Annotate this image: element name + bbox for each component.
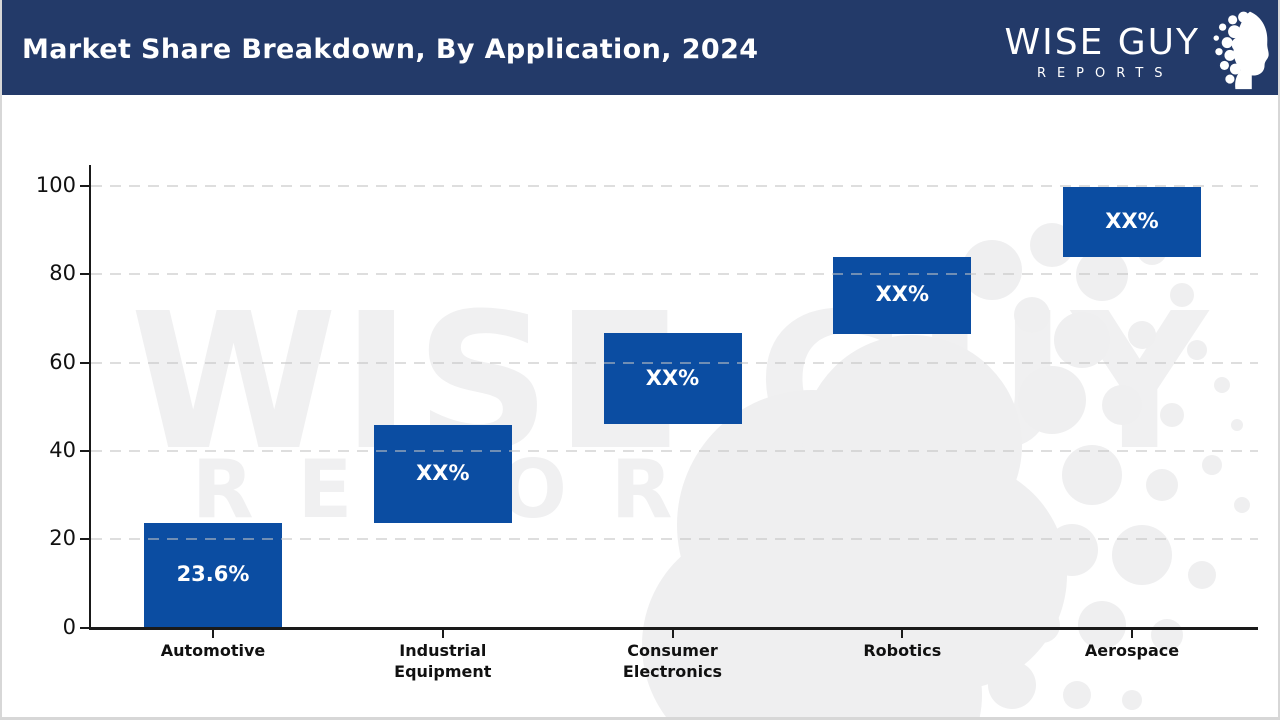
bar-value-label-aerospace: XX%: [1105, 208, 1159, 233]
chart-title: Market Share Breakdown, By Application, …: [22, 34, 759, 65]
gridline-20: [91, 538, 1258, 541]
gridline-80: [91, 273, 1258, 276]
gridline-40: [91, 449, 1258, 452]
y-tick-label-80: 80: [49, 261, 76, 286]
bar-robotics: XX%: [833, 256, 972, 334]
x-axis-label-industrial-equipment: Industrial Equipment: [394, 641, 492, 681]
bar-value-label-industrial-equipment: XX%: [416, 461, 470, 486]
y-tick-label-100: 100: [35, 172, 76, 197]
x-tick-consumer-electronics: [671, 630, 674, 638]
x-tick-aerospace: [1131, 630, 1133, 638]
x-axis-line: [89, 627, 1258, 630]
gridline-100: [91, 184, 1258, 187]
x-axis-label-consumer-electronics: Consumer Electronics: [622, 641, 723, 681]
brand-logo-text: WISE GUY REPORTS: [1005, 22, 1201, 81]
bar-aerospace: XX%: [1063, 186, 1201, 257]
bar-industrial-equipment: XX%: [373, 425, 512, 524]
bar-value-label-automotive: 23.6%: [176, 562, 250, 587]
y-tick-40: [80, 449, 89, 452]
watermark-face-icon: [622, 155, 1278, 717]
y-tick-label-60: 60: [49, 349, 76, 374]
y-axis-line: [89, 165, 91, 628]
y-tick-20: [80, 538, 89, 541]
bar-value-label-robotics: XX%: [875, 282, 930, 307]
brand-face-icon: [1186, 8, 1272, 94]
bar-automotive: 23.6%: [144, 523, 282, 628]
brand-subtitle: REPORTS: [1036, 65, 1174, 81]
brand-logo: WISE GUY REPORTS: [1005, 8, 1273, 94]
brand-name: WISE GUY: [1004, 21, 1200, 63]
x-axis-label-automotive: Automotive: [160, 641, 266, 660]
y-tick-label-0: 0: [62, 614, 76, 639]
y-tick-100: [80, 184, 89, 187]
bar-value-label-consumer-electronics: XX%: [645, 365, 700, 390]
x-tick-robotics: [901, 630, 904, 638]
x-axis-label-aerospace: Aerospace: [1084, 641, 1180, 660]
plot-area: WISE GUY REPORTS: [2, 95, 1278, 717]
header-bar: Market Share Breakdown, By Application, …: [2, 0, 1278, 95]
x-tick-automotive: [212, 630, 214, 638]
bar-consumer-electronics: XX%: [603, 333, 742, 425]
y-tick-80: [80, 273, 89, 276]
y-tick-label-20: 20: [49, 526, 76, 551]
y-tick-label-40: 40: [49, 437, 76, 462]
gridline-60: [91, 361, 1258, 364]
x-axis-label-robotics: Robotics: [863, 641, 942, 660]
y-tick-0: [80, 626, 89, 629]
x-tick-industrial-equipment: [441, 630, 444, 638]
y-tick-60: [80, 361, 89, 364]
